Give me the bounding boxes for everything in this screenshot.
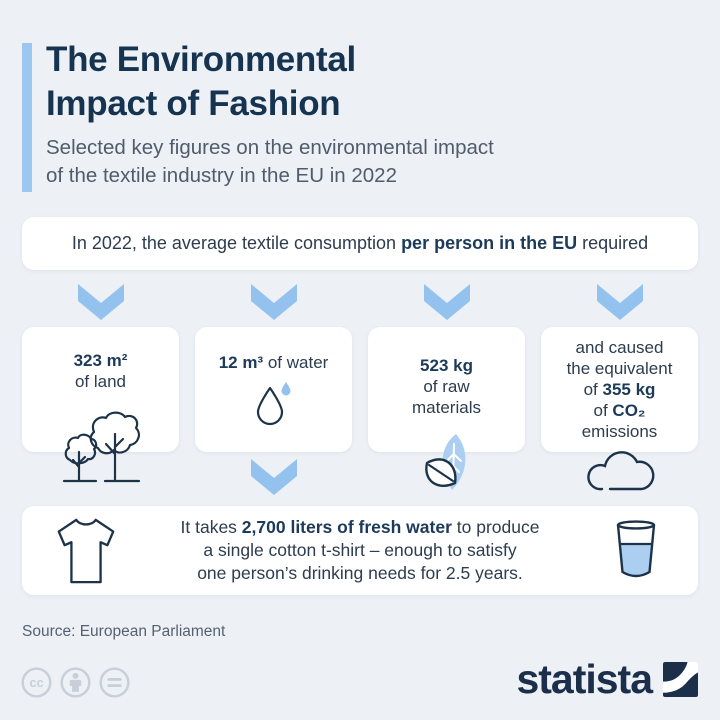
statista-logo-mark bbox=[663, 662, 698, 697]
tshirt-fact-text: It takes 2,700 liters of fresh water to … bbox=[22, 516, 698, 585]
land-value: 323 m² bbox=[73, 350, 128, 370]
page-title-line2: Impact of Fashion bbox=[46, 84, 341, 123]
raw-materials-value: 523 kg bbox=[420, 356, 473, 375]
statista-logo[interactable]: statista bbox=[516, 656, 698, 703]
intro-banner-text: In 2022, the average textile consumption… bbox=[72, 233, 648, 254]
tshirt-fact-line1: It takes 2,700 liters of fresh water to … bbox=[180, 517, 540, 537]
water-label: of water bbox=[263, 353, 329, 372]
stat-card-land: 323 m² of land bbox=[22, 327, 179, 483]
page-subtitle: Selected key figures on the environmenta… bbox=[46, 134, 494, 190]
water-glass-icon bbox=[614, 519, 658, 582]
cloud-icon bbox=[586, 451, 654, 491]
license-badges: cc bbox=[20, 666, 131, 699]
co2-line5: emissions bbox=[581, 422, 658, 441]
intro-text-bold: per person in the EU bbox=[401, 233, 578, 253]
co2-line3: of 355 kg bbox=[583, 380, 656, 399]
chevron-down-icon bbox=[251, 459, 297, 496]
chevron-down-icon bbox=[424, 284, 470, 321]
leaf-icon bbox=[424, 434, 465, 490]
page-subtitle-line2: of the textile industry in the EU in 202… bbox=[46, 164, 397, 187]
stat-card-co2: and caused the equivalent of 355 kg of C… bbox=[541, 327, 698, 491]
land-label: of land bbox=[74, 371, 127, 391]
co2-line2: the equivalent bbox=[566, 359, 673, 378]
co2-line1: and caused bbox=[575, 338, 664, 357]
cc-icon[interactable]: cc bbox=[20, 666, 53, 699]
statista-wordmark: statista bbox=[516, 656, 653, 702]
svg-text:cc: cc bbox=[29, 675, 43, 690]
tshirt-fact-banner: It takes 2,700 liters of fresh water to … bbox=[22, 506, 698, 595]
tshirt-fact-line3: one person’s drinking needs for 2.5 year… bbox=[197, 563, 523, 583]
page-subtitle-line1: Selected key figures on the environmenta… bbox=[46, 136, 494, 159]
tshirt-fact-line2: a single cotton t-shirt – enough to sati… bbox=[203, 540, 517, 560]
tshirt-icon bbox=[54, 516, 118, 586]
stat-card-water: 12 m³ of water bbox=[195, 327, 352, 452]
stat-card-raw-materials: 523 kg of raw materials bbox=[368, 327, 525, 490]
co2-line4: of CO₂ bbox=[593, 401, 646, 420]
raw-materials-label2: materials bbox=[412, 398, 481, 417]
title-accent-bar bbox=[22, 43, 32, 192]
raw-materials-label1: of raw bbox=[423, 377, 470, 396]
chevron-down-icon bbox=[597, 284, 643, 321]
source-note: Source: European Parliament bbox=[22, 623, 226, 640]
page-title-line1: The Environmental bbox=[46, 40, 356, 79]
attribution-person-icon[interactable] bbox=[59, 666, 92, 699]
page-title: The Environmental Impact of Fashion bbox=[46, 38, 356, 126]
water-value: 12 m³ bbox=[218, 353, 264, 372]
intro-text-prefix: In 2022, the average textile consumption bbox=[71, 233, 402, 253]
chevron-down-icon bbox=[78, 284, 124, 321]
intro-text-suffix: required bbox=[577, 233, 649, 253]
equals-icon[interactable] bbox=[98, 666, 131, 699]
trees-icon bbox=[62, 411, 140, 483]
water-drop-icon bbox=[256, 382, 290, 426]
intro-banner: In 2022, the average textile consumption… bbox=[22, 217, 698, 270]
chevron-down-icon bbox=[251, 284, 297, 321]
